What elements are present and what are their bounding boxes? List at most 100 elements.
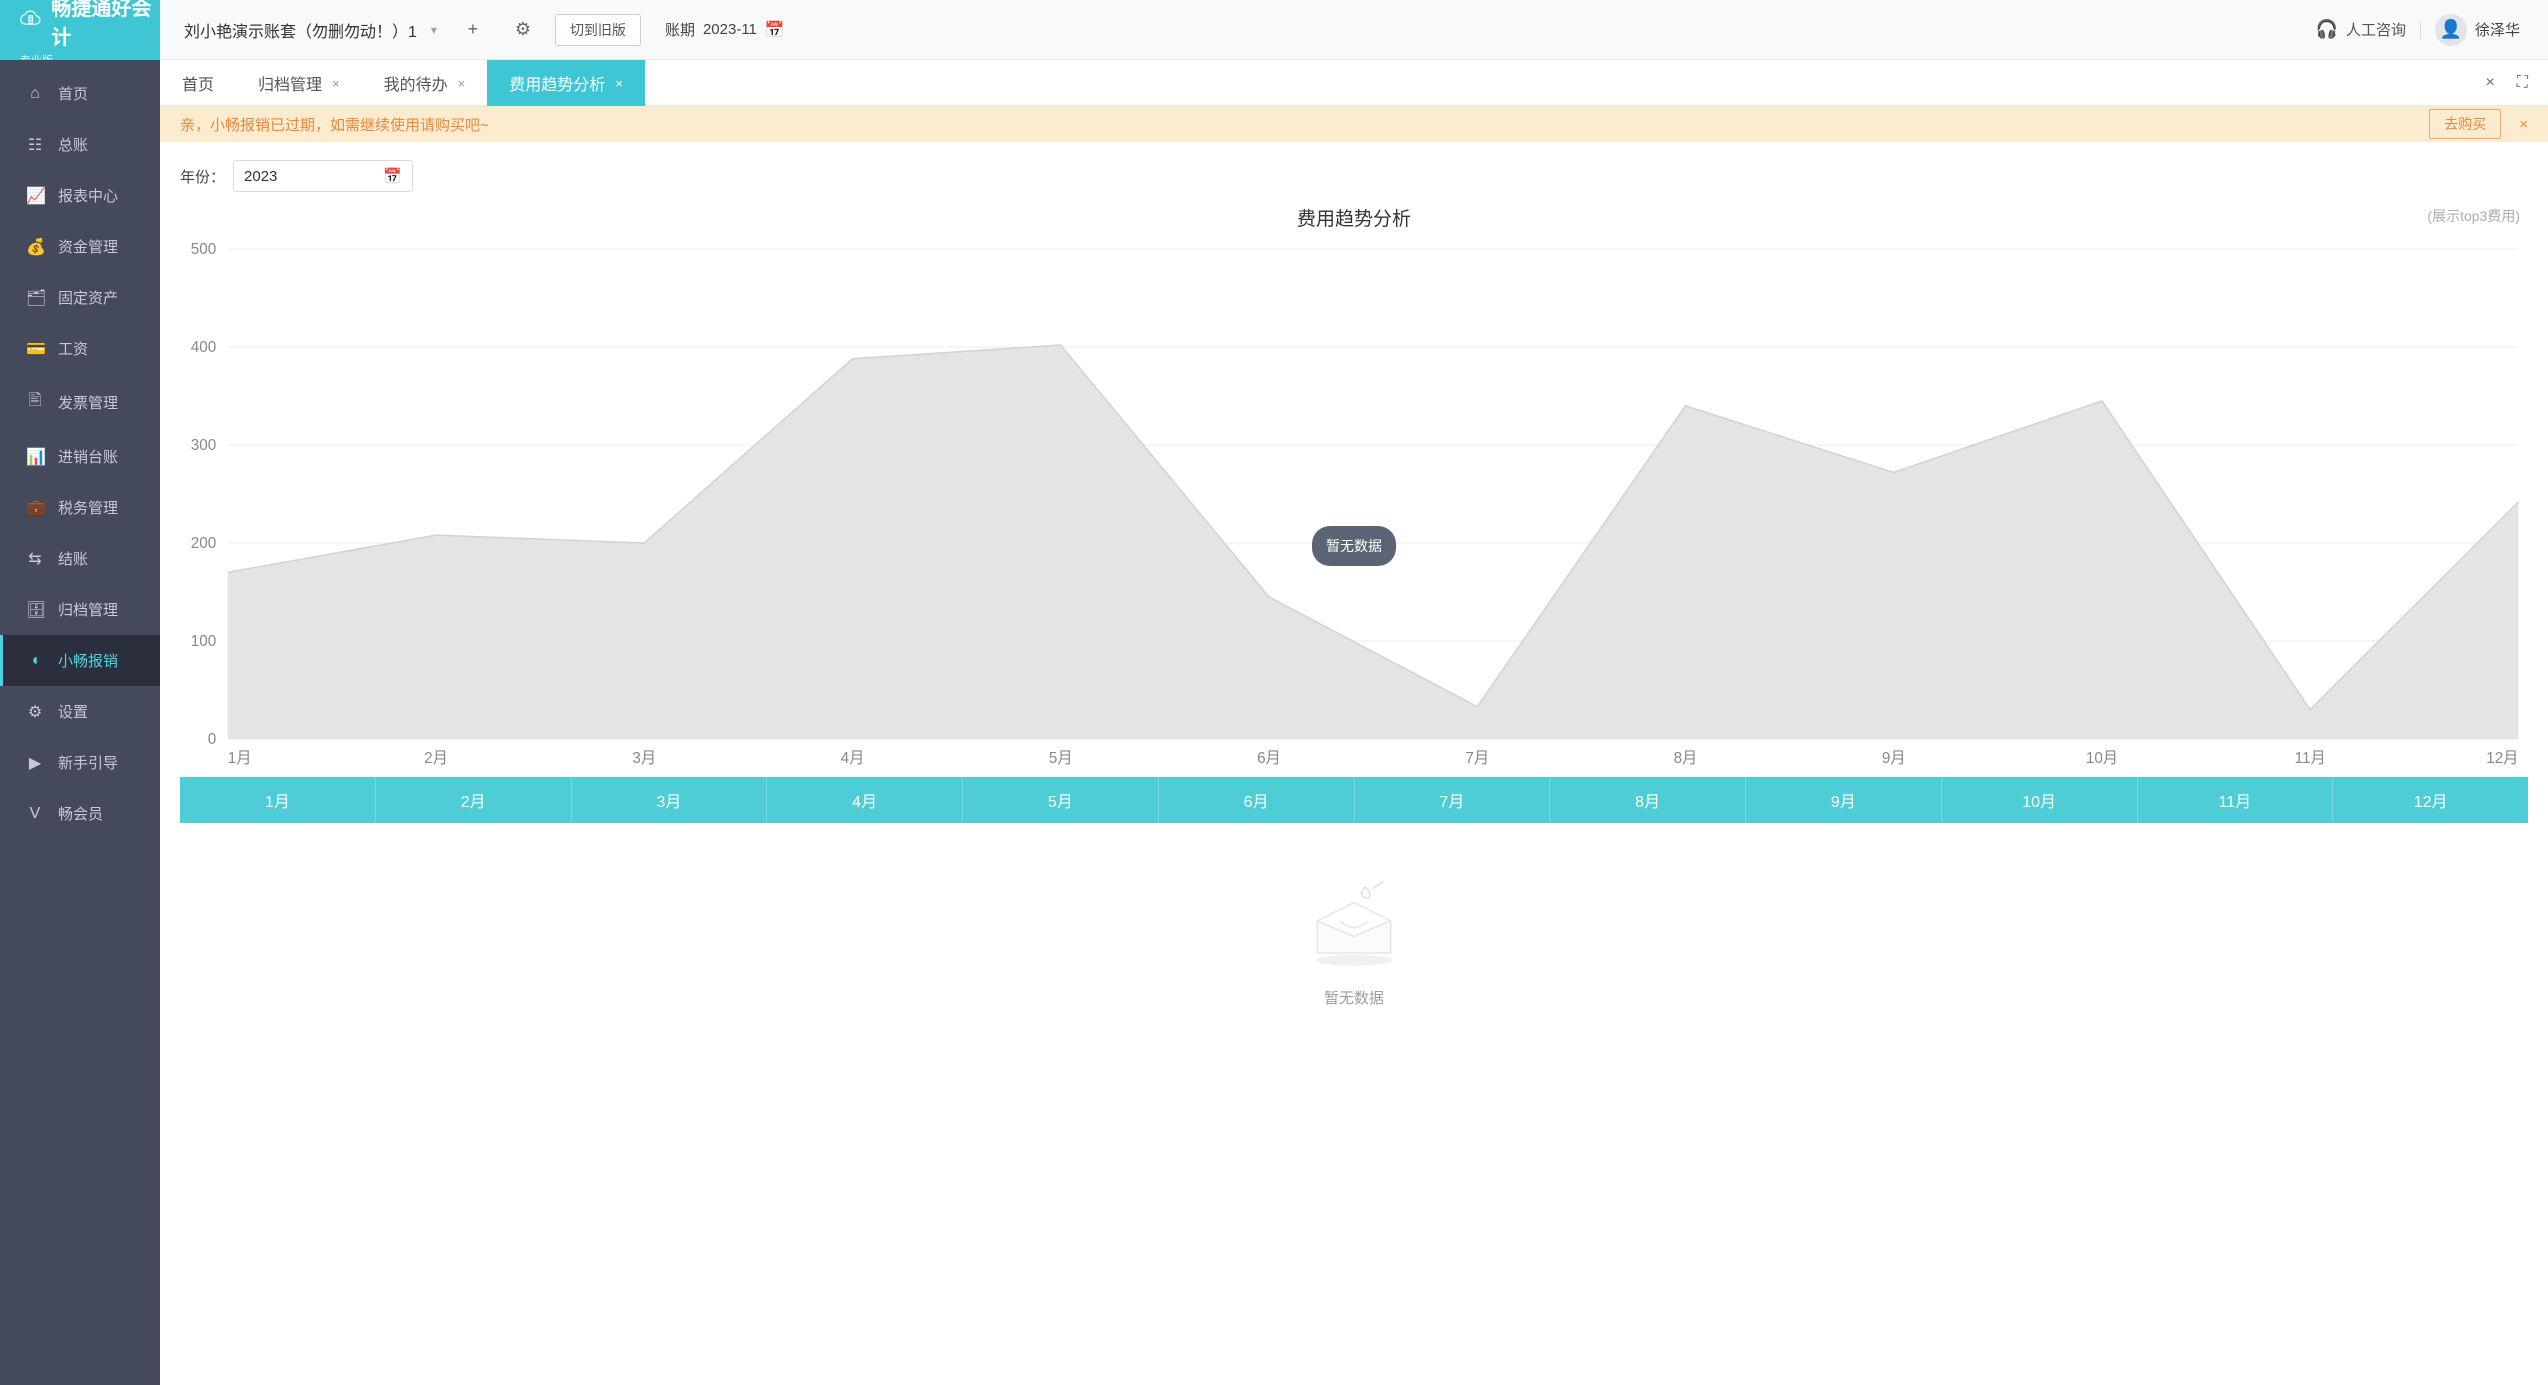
month-cell-8[interactable]: 8月	[1550, 777, 1746, 823]
sidebar-item-label: 小畅报销	[58, 650, 118, 671]
chart-icon: 📈	[26, 186, 44, 206]
month-cell-6[interactable]: 6月	[1159, 777, 1355, 823]
sidebar-item-home[interactable]: ⌂ 首页	[0, 68, 160, 119]
close-all-icon[interactable]: ×	[2485, 74, 2494, 92]
svg-text:2月: 2月	[424, 750, 448, 767]
sidebar-item-label: 进销台账	[58, 446, 118, 467]
calendar-icon: 📅	[383, 167, 402, 185]
body-wrap: ⌂ 首页 ☷ 总账 📈 报表中心 💰 资金管理 🗂 固定资产 💳 工资 🖹 发票…	[0, 60, 2548, 1385]
human-consult-button[interactable]: 🎧 人工咨询	[2316, 19, 2406, 40]
sidebar-item-label: 总账	[58, 134, 88, 155]
tab-my-todo[interactable]: 我的待办 ×	[362, 60, 488, 106]
sidebar-item-label: 归档管理	[58, 599, 118, 620]
month-cell-7[interactable]: 7月	[1355, 777, 1551, 823]
sidebar-item-reports[interactable]: 📈 报表中心	[0, 170, 160, 221]
account-name-label: 刘小艳演示账套（勿删勿动！）1	[184, 18, 417, 42]
no-data-tooltip: 暂无数据	[1312, 526, 1396, 566]
close-icon[interactable]: ×	[615, 76, 623, 91]
svg-text:11月: 11月	[2295, 750, 2326, 767]
expiry-notice-bar: 亲，小畅报销已过期，如需继续使用请购买吧~ 去购买 ×	[160, 106, 2548, 142]
close-icon[interactable]: ×	[458, 76, 466, 91]
year-filter-input[interactable]: 2023 📅	[233, 160, 413, 192]
sidebar-item-label: 畅会员	[58, 803, 103, 824]
invoice-icon: 🖹	[26, 389, 44, 416]
empty-state-text: 暂无数据	[1324, 987, 1384, 1008]
sidebar-item-expense[interactable]: ◖ 小畅报销	[0, 635, 160, 686]
chart-title-row: 费用趋势分析 (展示top3费用)	[180, 198, 2528, 233]
svg-text:400: 400	[191, 339, 217, 356]
period-value: 2023-11	[703, 21, 757, 38]
sidebar-item-funds[interactable]: 💰 资金管理	[0, 221, 160, 272]
add-button[interactable]: +	[459, 16, 487, 44]
expense-icon: ◖	[26, 652, 44, 670]
sidebar-item-settings[interactable]: ⚙ 设置	[0, 686, 160, 737]
svg-text:8月: 8月	[1674, 750, 1698, 767]
sidebar-item-label: 报表中心	[58, 185, 118, 206]
sidebar-item-label: 设置	[58, 701, 88, 722]
svg-text:500: 500	[191, 241, 217, 258]
month-cell-9[interactable]: 9月	[1746, 777, 1942, 823]
fullscreen-icon[interactable]: ⛶	[2517, 74, 2528, 92]
month-cell-2[interactable]: 2月	[376, 777, 572, 823]
month-cell-5[interactable]: 5月	[963, 777, 1159, 823]
calendar-icon[interactable]: 📅	[765, 20, 785, 40]
sidebar-item-label: 固定资产	[58, 287, 118, 308]
svg-text:0: 0	[208, 731, 217, 748]
tab-label: 归档管理	[258, 71, 322, 95]
account-selector[interactable]: 刘小艳演示账套（勿删勿动！）1 ▾	[184, 18, 437, 42]
sidebar-item-member[interactable]: V 畅会员	[0, 788, 160, 839]
tab-label: 费用趋势分析	[509, 71, 605, 95]
buy-now-button[interactable]: 去购买	[2429, 109, 2501, 139]
topbar-right-section: 🎧 人工咨询 👤 徐泽华	[2316, 14, 2548, 46]
month-cell-1[interactable]: 1月	[180, 777, 376, 823]
year-filter-label: 年份：	[180, 166, 225, 187]
sidebar-nav: ⌂ 首页 ☷ 总账 📈 报表中心 💰 资金管理 🗂 固定资产 💳 工资 🖹 发票…	[0, 60, 160, 1385]
month-cell-3[interactable]: 3月	[572, 777, 768, 823]
main-content: 首页 归档管理 × 我的待办 × 费用趋势分析 × × ⛶ 亲，小畅报销已过期，…	[160, 60, 2548, 1385]
tab-bar: 首页 归档管理 × 我的待办 × 费用趋势分析 × × ⛶	[160, 60, 2548, 106]
help-text-label: 人工咨询	[2346, 19, 2406, 40]
month-selector-bar: 1月 2月 3月 4月 5月 6月 7月 8月 9月 10月 11月 12月	[180, 777, 2528, 823]
account-period[interactable]: 账期 2023-11 📅	[665, 19, 785, 40]
close-icon[interactable]: ×	[332, 76, 340, 91]
sidebar-item-guide[interactable]: ▶ 新手引导	[0, 737, 160, 788]
sidebar-item-archive[interactable]: 🗄 归档管理	[0, 584, 160, 635]
sidebar-item-stock[interactable]: 📊 进销台账	[0, 431, 160, 482]
svg-text:10月: 10月	[2086, 750, 2118, 767]
headset-icon: 🎧	[2316, 19, 2338, 40]
brand-logo: 畅捷通好会计 专业版	[0, 0, 160, 60]
sidebar-item-label: 税务管理	[58, 497, 118, 518]
svg-text:5月: 5月	[1049, 750, 1073, 767]
area-chart: 0 100 200 300 400 500 1月 2月 3月 4月 5月 6月 7月 8月 9月 10月 11…	[180, 239, 2528, 769]
content-area: 年份： 2023 📅 费用趋势分析 (展示top3费用) 0 100 200 300 4…	[160, 142, 2548, 1385]
sidebar-item-salary[interactable]: 💳 工资	[0, 323, 160, 374]
user-profile-menu[interactable]: 👤 徐泽华	[2435, 14, 2520, 46]
brand-cloud-icon	[18, 7, 43, 35]
tab-expense-trend[interactable]: 费用趋势分析 ×	[487, 60, 645, 106]
tab-home[interactable]: 首页	[160, 60, 236, 106]
month-cell-4[interactable]: 4月	[767, 777, 963, 823]
switch-old-version-button[interactable]: 切到旧版	[555, 14, 641, 46]
member-icon: V	[26, 805, 44, 823]
stock-icon: 📊	[26, 447, 44, 467]
month-cell-12[interactable]: 12月	[2333, 777, 2528, 823]
sidebar-item-label: 结账	[58, 548, 88, 569]
settings-icon: ⚙	[26, 702, 44, 722]
archive-icon: 🗄	[26, 600, 44, 620]
sidebar-item-tax[interactable]: 💼 税务管理	[0, 482, 160, 533]
period-label: 账期	[665, 19, 695, 40]
close-icon[interactable]: ×	[2519, 116, 2528, 133]
asset-icon: 🗂	[26, 288, 44, 308]
sidebar-item-closing[interactable]: ⇆ 结账	[0, 533, 160, 584]
svg-text:200: 200	[191, 535, 217, 552]
sidebar-item-ledger[interactable]: ☷ 总账	[0, 119, 160, 170]
month-cell-10[interactable]: 10月	[1942, 777, 2138, 823]
chart-title-label: 费用趋势分析	[1297, 209, 1411, 230]
tab-archive-management[interactable]: 归档管理 ×	[236, 60, 362, 106]
month-cell-11[interactable]: 11月	[2138, 777, 2334, 823]
settings-gear-icon[interactable]: ⚙	[509, 16, 537, 44]
sidebar-item-assets[interactable]: 🗂 固定资产	[0, 272, 160, 323]
sidebar-item-invoice[interactable]: 🖹 发票管理	[0, 374, 160, 431]
year-filter-row: 年份： 2023 📅	[180, 142, 2528, 198]
svg-text:4月: 4月	[841, 750, 865, 767]
